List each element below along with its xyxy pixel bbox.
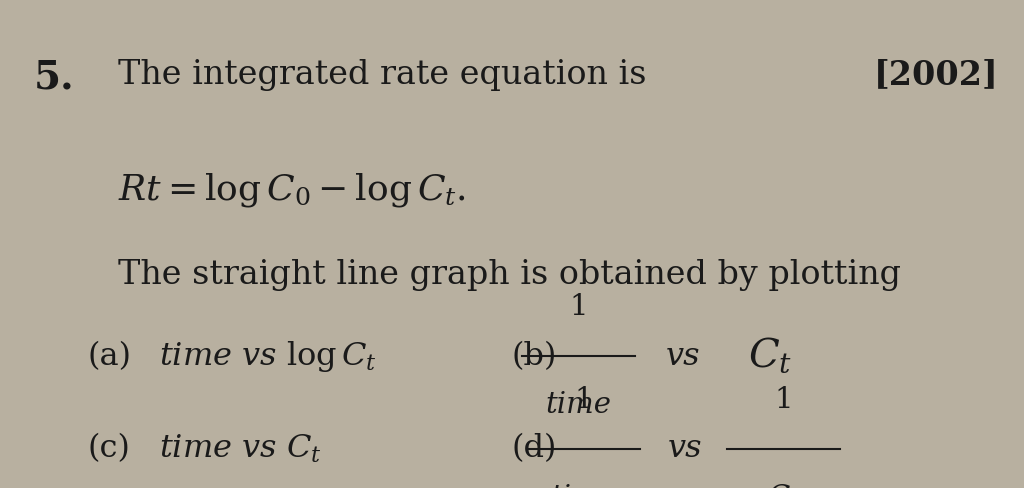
Text: time: time — [551, 484, 616, 488]
Text: (c): (c) — [87, 433, 130, 465]
Text: (d): (d) — [512, 433, 557, 465]
Text: [2002]: [2002] — [873, 59, 998, 92]
Text: time: time — [546, 391, 611, 419]
Text: vs: vs — [666, 341, 700, 372]
Text: 1: 1 — [574, 386, 593, 414]
Text: vs: vs — [668, 433, 702, 465]
Text: $time\ vs\ C_t$: $time\ vs\ C_t$ — [159, 433, 322, 465]
Text: $time\ vs\ \log C_t$: $time\ vs\ \log C_t$ — [159, 339, 377, 374]
Text: (a): (a) — [87, 341, 131, 372]
Text: (b): (b) — [512, 341, 557, 372]
Text: The integrated rate equation is: The integrated rate equation is — [118, 59, 646, 91]
Text: $C_t$: $C_t$ — [767, 482, 800, 488]
Text: 1: 1 — [774, 386, 793, 414]
Text: $C_t$: $C_t$ — [748, 336, 792, 376]
Text: 5.: 5. — [34, 59, 75, 97]
Text: The straight line graph is obtained by plotting: The straight line graph is obtained by p… — [118, 259, 901, 291]
Text: $Rt = \log C_0 - \log C_t.$: $Rt = \log C_0 - \log C_t.$ — [118, 171, 466, 209]
Text: 1: 1 — [569, 293, 588, 322]
